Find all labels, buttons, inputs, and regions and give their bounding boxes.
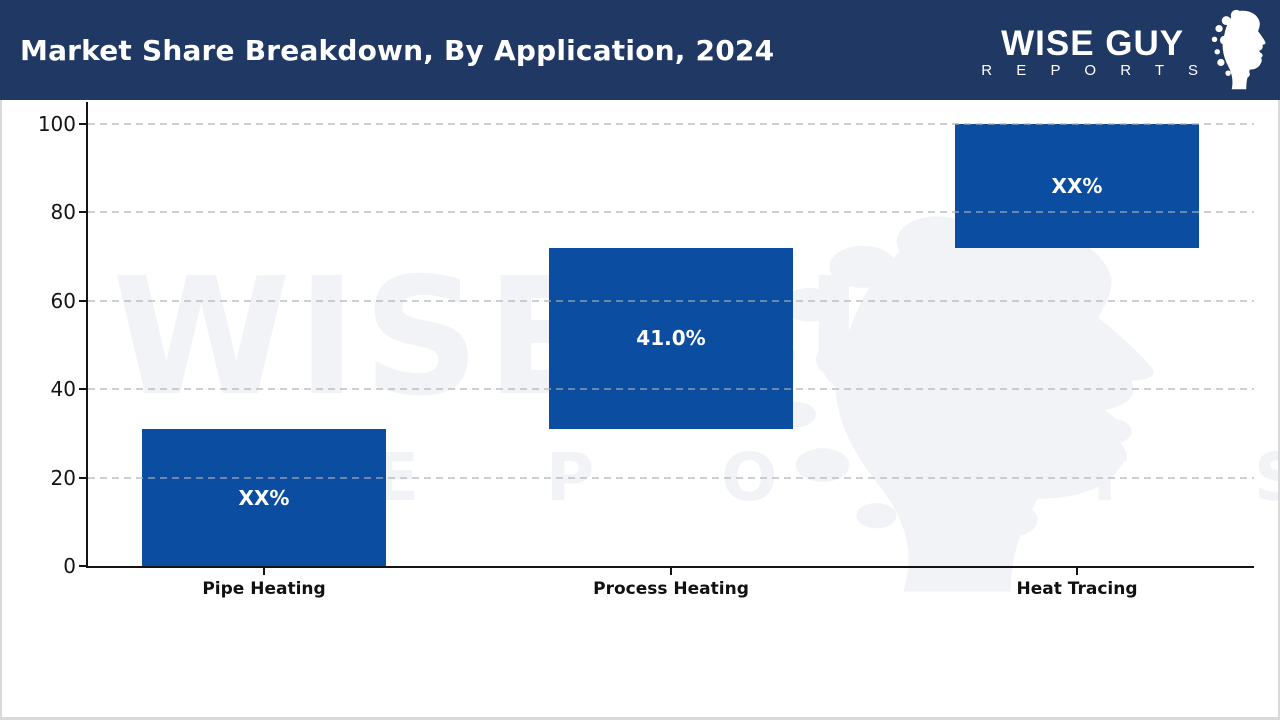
gridline-20 — [88, 476, 1254, 479]
page-title: Market Share Breakdown, By Application, … — [20, 33, 775, 67]
brand-head-icon — [1211, 9, 1266, 90]
x-tick-pipe-heating — [263, 568, 265, 575]
gridline-60 — [88, 299, 1254, 302]
y-axis-label-0: 0 — [63, 554, 76, 578]
page-border-left — [0, 100, 2, 720]
y-axis-label-100: 100 — [37, 112, 76, 137]
page-border-bottom — [0, 717, 1280, 720]
bar-value-label-heat-tracing: XX% — [1051, 173, 1103, 198]
brand-wordmark: WISE GUY R E P O R T S — [977, 26, 1208, 80]
bar-process-heating: 41.0% — [549, 247, 793, 430]
bar-value-label-process-heating: 41.0% — [636, 326, 706, 351]
y-axis-label-60: 60 — [50, 288, 76, 313]
x-axis-label-process-heating: Process Heating — [593, 579, 749, 599]
y-axis-label-20: 20 — [50, 465, 76, 490]
y-tick-0 — [79, 565, 86, 567]
bar-pipe-heating: XX% — [142, 429, 386, 566]
page-border-right — [1278, 100, 1280, 720]
y-tick-20 — [79, 476, 86, 479]
y-axis-label-40: 40 — [50, 377, 76, 402]
x-tick-process-heating — [670, 568, 672, 575]
brand-subtitle: R E P O R T S — [981, 62, 1208, 79]
gridline-80 — [88, 211, 1254, 214]
bar-heat-tracing: XX% — [955, 124, 1199, 248]
x-axis-label-pipe-heating: Pipe Heating — [202, 579, 326, 599]
watermark-head-icon — [755, 216, 1154, 592]
y-axis-label-80: 80 — [50, 200, 76, 225]
gridline-100 — [88, 123, 1254, 126]
gridline-40 — [88, 388, 1254, 391]
brand-name: WISE GUY — [1001, 24, 1185, 63]
x-tick-heat-tracing — [1076, 568, 1078, 575]
y-tick-80 — [79, 211, 86, 214]
brand-logo: WISE GUY R E P O R T S — [977, 8, 1268, 92]
bar-value-label-pipe-heating: XX% — [238, 485, 290, 510]
x-axis-label-heat-tracing: Heat Tracing — [1016, 579, 1138, 599]
plot-region: XX% 41.0% XX% — [86, 102, 1254, 568]
header-bar: Market Share Breakdown, By Application, … — [0, 0, 1280, 100]
y-tick-60 — [79, 299, 86, 302]
chart-area: XX% 41.0% XX% Pipe Heating Process Heating H… — [0, 100, 1280, 720]
y-tick-100 — [79, 123, 86, 126]
y-tick-40 — [79, 388, 86, 391]
